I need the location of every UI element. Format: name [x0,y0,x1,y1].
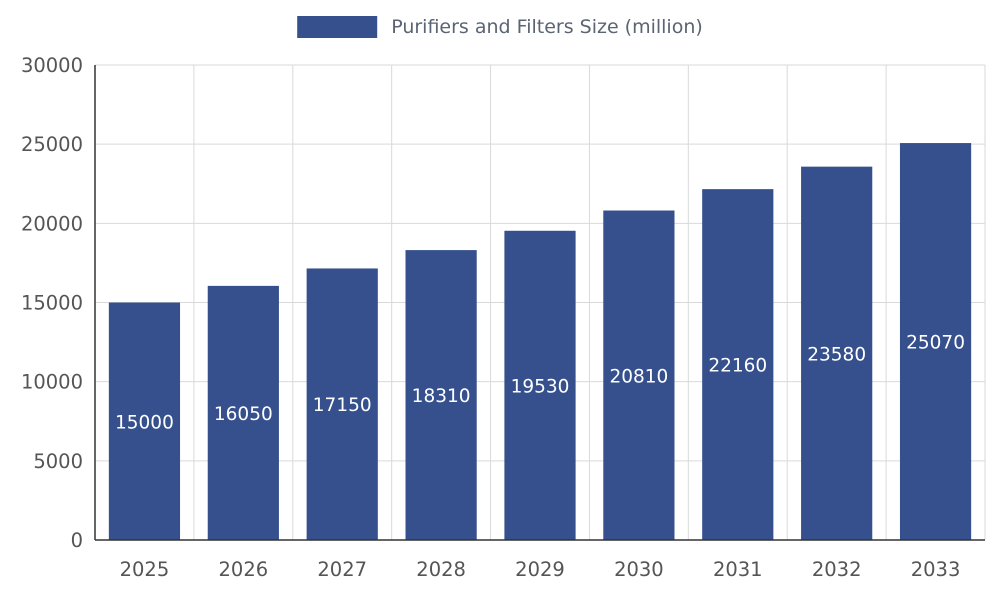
bar [405,250,477,540]
bar-value-label: 22160 [708,356,767,377]
y-tick-label: 30000 [21,54,83,77]
bar [899,143,972,540]
x-tick-label: 2033 [911,558,961,581]
bar-value-label: 23580 [807,344,866,365]
bar-value-label: 18310 [412,386,471,407]
bar [504,230,576,540]
legend-swatch [297,16,378,38]
x-tick-label: 2029 [515,558,565,581]
bar [306,268,378,540]
bar-value-label: 25070 [906,333,965,354]
bar-value-label: 15000 [115,412,174,433]
bar [603,210,675,540]
x-tick-label: 2025 [120,558,170,581]
x-tick-label: 2030 [614,558,664,581]
x-tick-label: 2026 [219,558,269,581]
x-tick-label: 2028 [416,558,466,581]
bar [702,189,774,540]
y-tick-label: 15000 [21,292,83,315]
bar [108,302,181,540]
y-tick-label: 25000 [21,133,83,156]
bar [801,166,873,540]
bar-value-label: 16050 [214,404,273,425]
bar [207,285,279,540]
bar-value-label: 20810 [609,366,668,387]
y-tick-label: 0 [71,529,83,552]
legend-label: Purifiers and Filters Size (million) [391,16,703,38]
x-tick-label: 2032 [812,558,862,581]
y-tick-label: 10000 [21,371,83,394]
y-tick-label: 5000 [33,450,83,473]
bar-value-label: 17150 [313,395,372,416]
bar-value-label: 19530 [511,376,570,397]
y-tick-label: 20000 [21,212,83,235]
x-tick-label: 2031 [713,558,763,581]
x-tick-label: 2027 [317,558,367,581]
legend: Purifiers and Filters Size (million) [297,16,703,38]
